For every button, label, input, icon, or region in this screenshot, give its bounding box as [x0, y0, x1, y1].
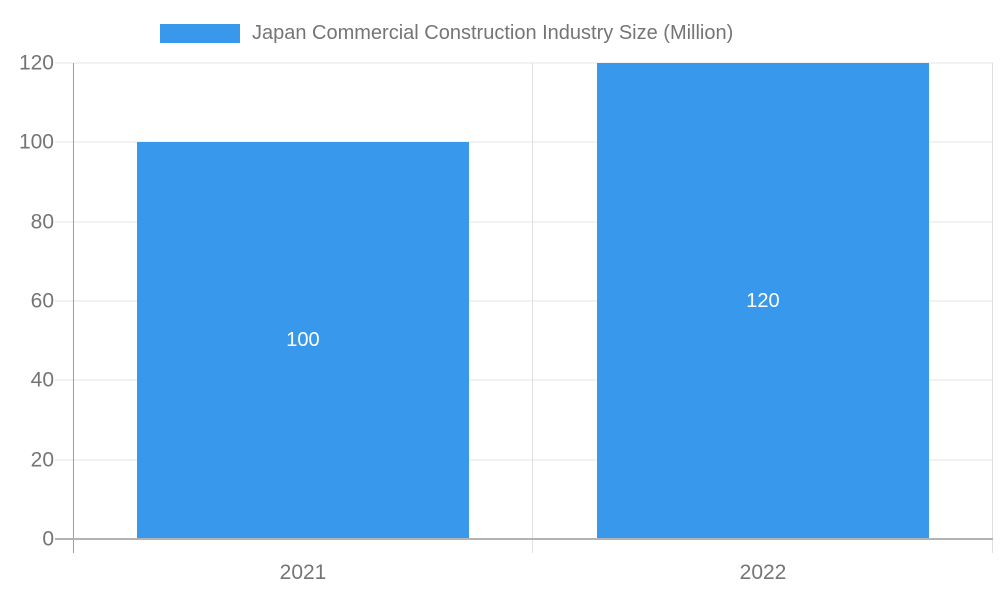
y-tick-label: 100 [18, 130, 54, 154]
bar-2021[interactable]: 100 [137, 142, 469, 539]
bar-value-label: 100 [286, 329, 320, 352]
y-tick-label: 120 [18, 51, 54, 75]
gridline [55, 62, 993, 64]
gridline [55, 141, 993, 143]
category-separator [992, 63, 993, 553]
bar-value-label: 120 [746, 289, 780, 312]
legend-label: Japan Commercial Construction Industry S… [252, 22, 734, 44]
y-tick-label: 20 [30, 448, 54, 472]
x-axis-baseline [55, 538, 993, 540]
y-tick-label: 40 [30, 368, 54, 392]
gridline [55, 459, 993, 461]
x-tick-label: 2022 [739, 561, 787, 584]
gridline [55, 300, 993, 302]
legend: Japan Commercial Construction Industry S… [160, 22, 733, 45]
y-tick-label: 80 [30, 210, 54, 234]
y-tick-label: 60 [30, 289, 54, 313]
gridline [55, 379, 993, 381]
x-tick-label: 2021 [279, 561, 327, 584]
category-separator [532, 63, 533, 553]
legend-swatch [160, 24, 240, 43]
y-tick-label: 0 [42, 527, 54, 551]
y-axis-line [73, 63, 74, 553]
bar-2022[interactable]: 120 [597, 63, 929, 539]
plot-area: 0 20 40 60 80 100 120 100 2021 120 2022 [19, 53, 993, 584]
gridline [55, 221, 993, 223]
